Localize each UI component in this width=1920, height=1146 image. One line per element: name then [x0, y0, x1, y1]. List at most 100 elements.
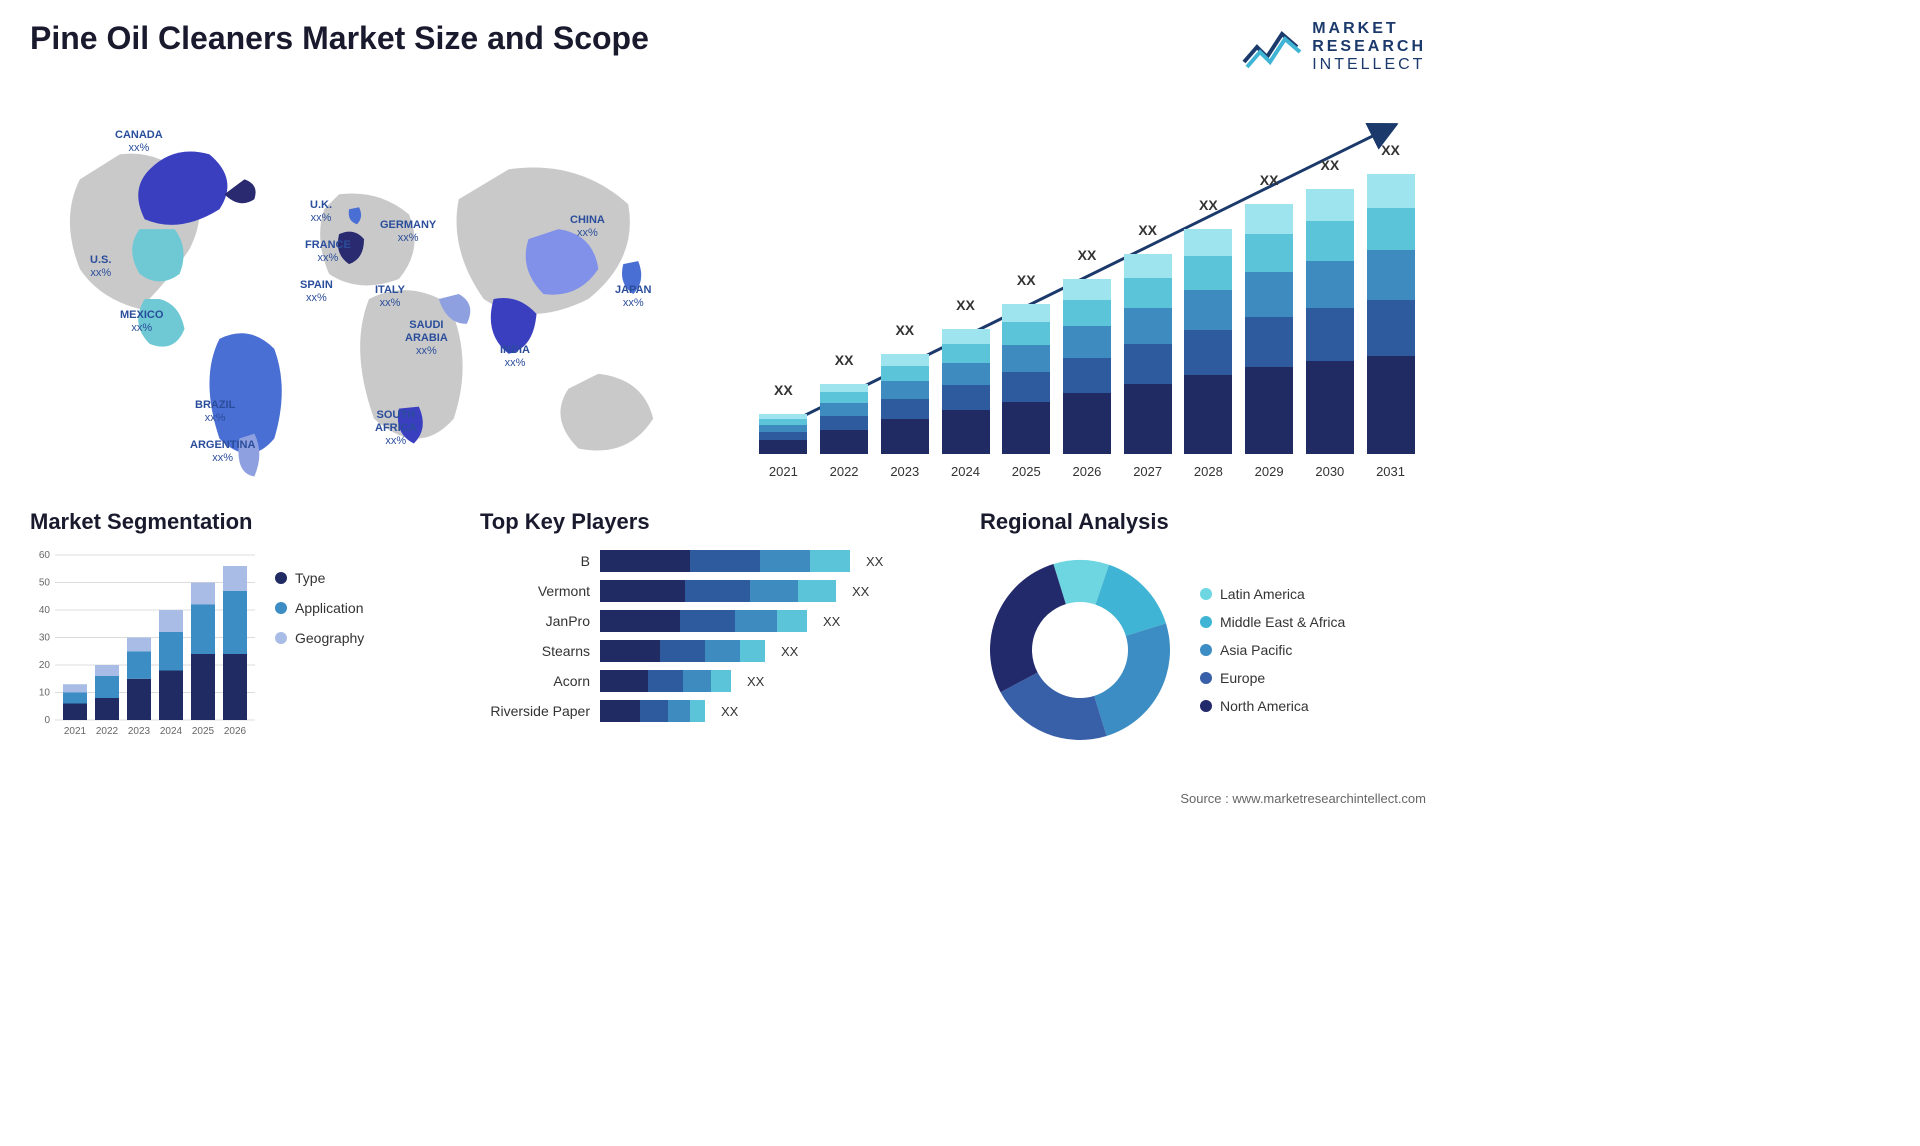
legend-label: Latin America — [1220, 586, 1305, 602]
forecast-bar-segment — [820, 384, 868, 392]
player-bar-segment — [648, 670, 683, 692]
forecast-bar-segment — [942, 385, 990, 410]
player-row: AcornXX — [480, 670, 950, 692]
player-bar — [600, 640, 765, 662]
forecast-bar-segment — [1306, 361, 1354, 454]
forecast-bar-label: XX — [937, 297, 995, 313]
player-value: XX — [852, 584, 869, 599]
map-label: BRAZILxx% — [195, 399, 235, 425]
players-chart: BXXVermontXXJanProXXStearnsXXAcornXXRive… — [480, 550, 950, 722]
forecast-bar-segment — [1367, 356, 1415, 454]
forecast-bar-segment — [1245, 367, 1293, 455]
player-label: Stearns — [480, 643, 590, 659]
forecast-bar-segment — [1002, 322, 1050, 345]
forecast-bar-segment — [942, 329, 990, 344]
forecast-bar: XX — [815, 384, 873, 454]
player-bar-segment — [685, 580, 750, 602]
svg-text:2024: 2024 — [160, 726, 183, 737]
forecast-bar-label: XX — [1058, 247, 1116, 263]
seg-bar-segment — [159, 610, 183, 632]
svg-text:50: 50 — [39, 578, 51, 589]
forecast-year-label: 2028 — [1179, 464, 1237, 479]
forecast-bar-segment — [1245, 234, 1293, 272]
svg-text:30: 30 — [39, 633, 51, 644]
donut-slice — [1094, 623, 1170, 736]
donut-slice — [990, 564, 1066, 692]
logo-text-2: RESEARCH — [1312, 38, 1426, 56]
forecast-bar-segment — [1367, 250, 1415, 300]
player-bar — [600, 670, 731, 692]
legend-item: Geography — [275, 630, 364, 646]
forecast-bar-segment — [759, 425, 807, 432]
forecast-bar-label: XX — [997, 272, 1055, 288]
legend-item: Asia Pacific — [1200, 642, 1345, 658]
map-label: INDIAxx% — [500, 344, 530, 370]
seg-bar-segment — [223, 591, 247, 654]
player-bar-segment — [705, 640, 740, 662]
legend-swatch — [1200, 588, 1212, 600]
forecast-bar-segment — [881, 419, 929, 454]
map-label: ARGENTINAxx% — [190, 439, 255, 465]
legend-swatch — [1200, 700, 1212, 712]
player-value: XX — [866, 554, 883, 569]
seg-bar-segment — [127, 651, 151, 679]
logo-icon — [1242, 22, 1302, 72]
forecast-bar-segment — [1306, 189, 1354, 221]
map-label: ITALYxx% — [375, 284, 405, 310]
player-bar-segment — [668, 700, 690, 722]
forecast-bar: XX — [997, 304, 1055, 454]
player-bar-segment — [600, 550, 690, 572]
forecast-bar-segment — [881, 354, 929, 366]
player-value: XX — [721, 704, 738, 719]
forecast-bar-segment — [820, 403, 868, 416]
forecast-bar-segment — [820, 392, 868, 403]
forecast-year-label: 2021 — [754, 464, 812, 479]
map-label: U.S.xx% — [90, 254, 111, 280]
forecast-year-label: 2031 — [1362, 464, 1420, 479]
forecast-year-label: 2027 — [1119, 464, 1177, 479]
player-bar-segment — [711, 670, 731, 692]
seg-bar-segment — [95, 676, 119, 698]
forecast-bar-label: XX — [754, 382, 812, 398]
regional-title: Regional Analysis — [980, 509, 1426, 535]
seg-bar-segment — [95, 698, 119, 720]
logo-text-1: MARKET — [1312, 20, 1426, 38]
regional-panel: Regional Analysis Latin AmericaMiddle Ea… — [980, 509, 1426, 750]
legend-label: Europe — [1220, 670, 1265, 686]
forecast-bar-segment — [759, 432, 807, 440]
seg-bar-segment — [95, 665, 119, 676]
donut-slice — [1095, 565, 1166, 636]
player-bar-segment — [810, 550, 850, 572]
logo-text-3: INTELLECT — [1312, 56, 1426, 74]
forecast-bar: XX — [1240, 204, 1298, 454]
forecast-bar-segment — [1306, 261, 1354, 309]
forecast-bar-segment — [1063, 358, 1111, 393]
world-map — [30, 99, 708, 479]
forecast-bar-segment — [881, 366, 929, 381]
forecast-bar-segment — [1124, 254, 1172, 278]
svg-text:0: 0 — [44, 715, 50, 726]
forecast-bar-segment — [881, 399, 929, 419]
forecast-year-label: 2024 — [937, 464, 995, 479]
svg-text:2021: 2021 — [64, 726, 87, 737]
forecast-bar: XX — [876, 354, 934, 454]
forecast-year-label: 2030 — [1301, 464, 1359, 479]
svg-text:2022: 2022 — [96, 726, 119, 737]
forecast-bar-label: XX — [1362, 142, 1420, 158]
forecast-bar-segment — [820, 430, 868, 455]
forecast-bar-segment — [759, 440, 807, 454]
regional-legend: Latin AmericaMiddle East & AfricaAsia Pa… — [1200, 586, 1345, 714]
player-row: BXX — [480, 550, 950, 572]
legend-item: Europe — [1200, 670, 1345, 686]
svg-text:40: 40 — [39, 605, 51, 616]
player-bar-segment — [690, 550, 760, 572]
forecast-bar-segment — [1184, 375, 1232, 454]
player-bar-segment — [600, 700, 640, 722]
forecast-bar-segment — [1002, 345, 1050, 372]
player-label: JanPro — [480, 613, 590, 629]
forecast-bar-segment — [881, 381, 929, 399]
legend-item: Application — [275, 600, 364, 616]
forecast-bar: XX — [1179, 229, 1237, 454]
forecast-bar-segment — [1002, 304, 1050, 322]
forecast-bar-segment — [1063, 326, 1111, 358]
